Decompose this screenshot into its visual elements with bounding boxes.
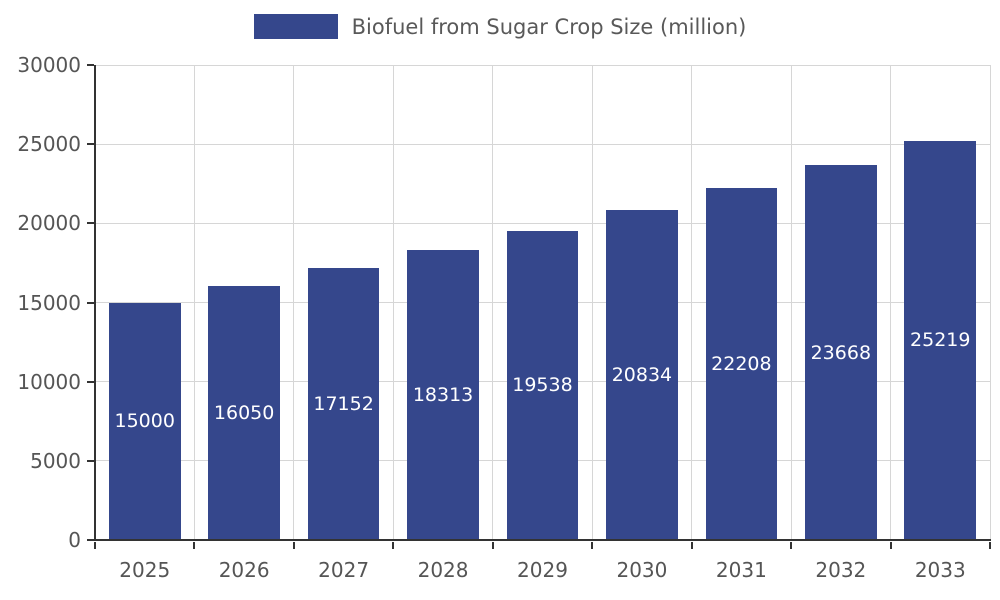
x-tick-mark xyxy=(193,542,196,549)
bar-value-label: 22208 xyxy=(711,353,772,376)
x-gridline xyxy=(392,65,394,540)
y-tick-mark xyxy=(87,380,94,383)
y-tick-label: 25000 xyxy=(17,132,81,157)
y-tick-mark xyxy=(87,143,94,146)
bar: 16050 xyxy=(208,285,280,540)
x-tick-mark xyxy=(392,542,395,549)
x-tick-mark xyxy=(591,542,594,549)
x-gridline xyxy=(492,65,494,540)
bar: 18313 xyxy=(407,250,479,540)
bar-value-label: 18313 xyxy=(412,384,474,407)
legend-label: Biofuel from Sugar Crop Size (million) xyxy=(351,14,747,39)
x-tick-label: 2027 xyxy=(318,558,370,582)
y-tick-mark xyxy=(87,301,94,304)
x-tick-mark xyxy=(690,542,693,549)
y-gridline xyxy=(95,64,990,66)
x-gridline xyxy=(591,65,593,540)
bar: 25219 xyxy=(904,140,977,540)
x-tick-label: 2026 xyxy=(218,558,270,582)
x-tick-mark xyxy=(292,542,295,549)
y-tick-label: 20000 xyxy=(17,211,81,236)
y-tick-label: 5000 xyxy=(30,448,81,473)
bar: 23668 xyxy=(805,165,877,540)
x-tick-label: 2028 xyxy=(417,558,469,582)
bar-value-label: 23668 xyxy=(810,341,872,364)
x-gridline xyxy=(193,65,195,540)
x-tick-mark xyxy=(989,542,991,549)
x-axis-line xyxy=(94,539,991,541)
x-gridline xyxy=(293,65,295,540)
y-axis-line xyxy=(94,65,96,540)
bar: 22208 xyxy=(705,188,778,540)
bar-value-label: 15000 xyxy=(114,410,175,433)
x-tick-mark xyxy=(790,542,793,549)
bar-value-label: 25219 xyxy=(910,329,971,352)
x-tick-label: 2025 xyxy=(119,558,171,582)
x-gridline xyxy=(890,65,892,540)
bar-value-label: 20834 xyxy=(611,364,673,387)
x-tick-mark xyxy=(491,542,494,549)
x-tick-label: 2032 xyxy=(815,558,867,582)
bar: 20834 xyxy=(606,210,678,540)
y-tick-mark xyxy=(87,222,94,225)
legend-swatch xyxy=(253,14,338,39)
y-tick-label: 15000 xyxy=(17,290,81,315)
x-gridline xyxy=(989,65,991,540)
y-tick-label: 10000 xyxy=(17,369,81,394)
y-tick-mark xyxy=(87,64,94,66)
x-tick-mark xyxy=(889,542,892,549)
y-gridline xyxy=(95,143,990,145)
bar-value-label: 16050 xyxy=(213,401,275,424)
bar: 17152 xyxy=(307,268,380,540)
x-tick-label: 2031 xyxy=(715,558,767,582)
y-tick-mark xyxy=(87,459,94,462)
y-tick-mark xyxy=(87,539,94,541)
x-gridline xyxy=(790,65,792,540)
bar: 15000 xyxy=(108,302,181,540)
bar-value-label: 17152 xyxy=(313,393,374,416)
x-tick-mark xyxy=(94,542,96,549)
y-tick-label: 30000 xyxy=(17,53,81,77)
x-tick-label: 2033 xyxy=(914,558,966,582)
x-tick-label: 2029 xyxy=(517,558,568,582)
x-tick-label: 2030 xyxy=(616,558,668,582)
plot-area: 0 5000 10000 15000 20000 25000 30000 15000 2025 1… xyxy=(17,53,991,582)
bar: 19538 xyxy=(506,230,579,540)
x-gridline xyxy=(691,65,693,540)
bar-value-label: 19538 xyxy=(512,374,573,397)
chart-legend: Biofuel from Sugar Crop Size (million) xyxy=(0,14,1000,39)
y-tick-label: 0 xyxy=(68,528,81,552)
y-gridline xyxy=(95,222,990,224)
